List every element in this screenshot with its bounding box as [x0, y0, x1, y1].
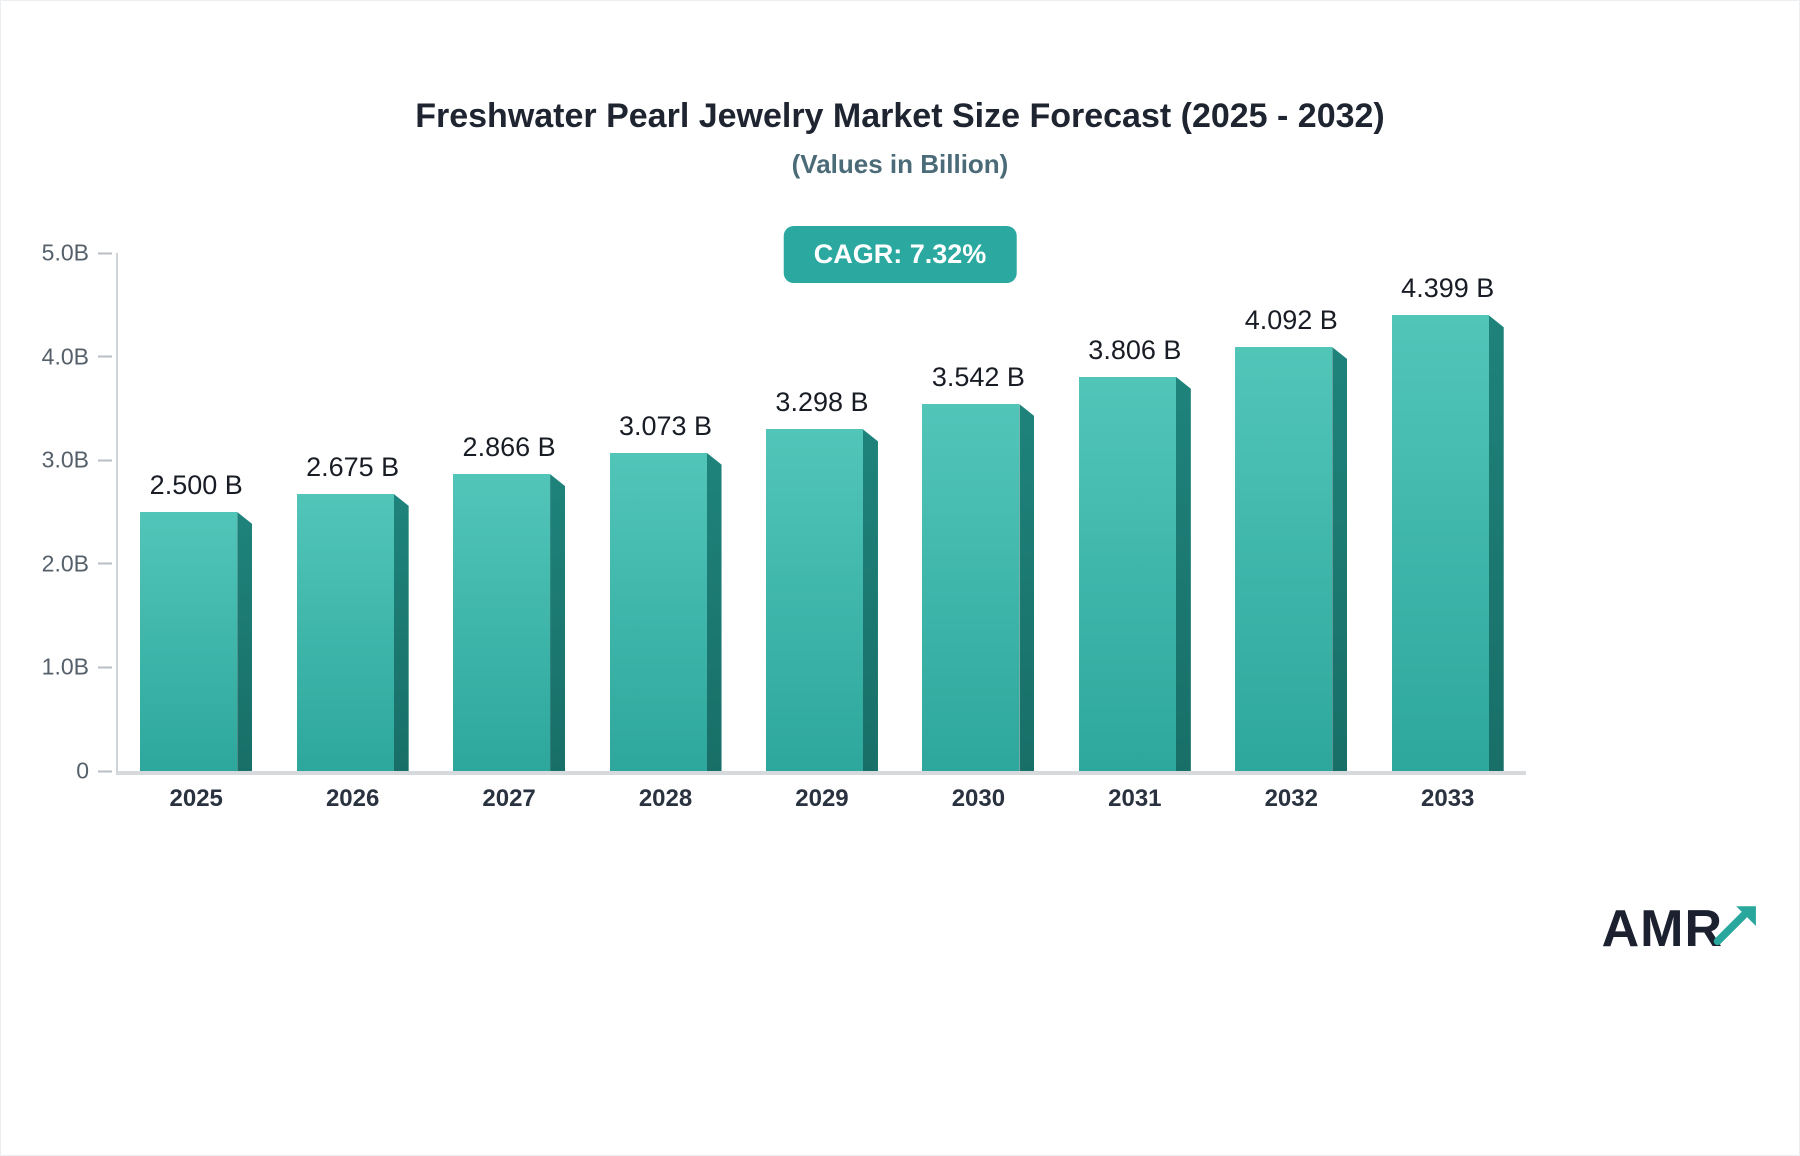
bar-side-face	[1488, 315, 1504, 771]
y-tick-label: 0	[76, 757, 89, 784]
x-axis-label: 2033	[1421, 785, 1475, 812]
y-tick-dash	[98, 252, 112, 254]
x-axis-labels: 2025 2026 2027 2028 2029 2030 2031 2032 2033	[118, 785, 1526, 813]
bar-slot: 2.866 B	[431, 253, 587, 771]
bar-front-face	[140, 512, 238, 771]
bar-chart: 5.0B 4.0B 3.0B 2.0B 1.0B 0 2.500 B 2.675 B 2.86…	[42, 240, 1526, 813]
x-axis-label: 2026	[325, 785, 380, 812]
bar-side-face	[393, 493, 409, 771]
y-tick: 5.0B	[42, 240, 112, 267]
bar-slot: 3.073 B	[587, 253, 743, 771]
y-tick: 3.0B	[42, 447, 112, 474]
bar-slot: 2.500 B	[118, 253, 274, 771]
bar-front-face	[296, 493, 394, 771]
bar-side-face	[1332, 347, 1348, 771]
bar-side-face	[706, 452, 722, 771]
bar-value-label: 3.806 B	[1088, 334, 1182, 365]
bar-side-face	[862, 429, 878, 771]
y-tick-label: 1.0B	[41, 653, 89, 680]
bar-2030: 3.542 B	[922, 362, 1035, 771]
bar-2033: 4.399 B	[1391, 273, 1504, 771]
bar-2029: 3.298 B	[765, 387, 878, 771]
y-tick: 0	[76, 758, 112, 785]
y-tick-label: 4.0B	[41, 343, 89, 370]
bar-value-label: 3.542 B	[931, 362, 1025, 393]
bar-value-label: 4.092 B	[1244, 305, 1338, 336]
bar-value-label: 3.073 B	[618, 410, 713, 441]
bar-value-label: 2.675 B	[306, 451, 400, 482]
cagr-badge: CAGR: 7.32%	[783, 226, 1017, 283]
y-tick-dash	[98, 459, 112, 462]
trend-up-arrow-icon	[1713, 906, 1756, 946]
amr-logo-text: AMR	[1601, 900, 1723, 958]
y-tick-label: 5.0B	[41, 239, 89, 266]
bar-front-face	[1235, 347, 1333, 771]
amr-logo: AMR	[1602, 899, 1757, 959]
bar-front-face	[922, 404, 1020, 771]
x-axis-label: 2025	[169, 785, 223, 812]
x-axis-label: 2032	[1264, 785, 1318, 812]
bar-2031: 3.806 B	[1078, 335, 1191, 771]
x-axis-label: 2029	[795, 785, 849, 812]
bar-2026: 2.675 B	[296, 452, 409, 771]
x-axis-label: 2028	[638, 785, 693, 812]
bar-2032: 4.092 B	[1235, 305, 1348, 771]
bar-slot: 4.092 B	[1213, 253, 1369, 771]
y-tick: 2.0B	[42, 550, 112, 577]
y-tick-dash	[98, 355, 112, 358]
bar-value-label: 2.866 B	[462, 432, 556, 463]
y-tick: 4.0B	[42, 343, 112, 370]
bar-front-face	[765, 429, 863, 771]
bar-slot: 3.298 B	[744, 253, 900, 771]
bar-2028: 3.073 B	[609, 411, 722, 771]
bar-side-face	[1175, 376, 1191, 771]
bar-front-face	[453, 474, 551, 771]
bar-front-face	[1391, 315, 1489, 771]
bar-slot: 3.806 B	[1057, 253, 1213, 771]
bar-2027: 2.866 B	[453, 432, 566, 771]
bar-slot: 3.542 B	[900, 253, 1056, 771]
x-axis-label: 2027	[482, 785, 536, 812]
y-tick-label: 2.0B	[41, 550, 89, 577]
bar-slot: 4.399 B	[1370, 253, 1526, 771]
bar-front-face	[1078, 376, 1176, 771]
bar-value-label: 4.399 B	[1401, 273, 1495, 304]
x-axis-label: 2030	[951, 785, 1006, 812]
bar-side-face	[550, 474, 566, 771]
y-tick-dash	[98, 770, 112, 772]
y-tick-label: 3.0B	[41, 446, 89, 473]
bar-value-label: 2.500 B	[149, 470, 243, 500]
y-axis: 5.0B 4.0B 3.0B 2.0B 1.0B 0	[42, 240, 116, 784]
chart-title: Freshwater Pearl Jewelry Market Size For…	[415, 97, 1385, 135]
bar-2025: 2.500 B	[140, 470, 253, 771]
bar-front-face	[609, 452, 707, 771]
chart-subtitle: (Values in Billion)	[791, 149, 1009, 179]
y-tick-dash	[98, 562, 112, 565]
bar-slot: 2.675 B	[274, 253, 430, 771]
plot-area: 2.500 B 2.675 B 2.866 B 3.073 B 3.298 B 3.542…	[116, 253, 1526, 775]
bar-value-label: 3.298 B	[775, 387, 869, 418]
y-tick: 1.0B	[42, 654, 112, 681]
bar-side-face	[237, 512, 253, 771]
x-axis-label: 2031	[1108, 785, 1162, 812]
bar-side-face	[1019, 404, 1035, 771]
y-tick-dash	[98, 666, 112, 669]
chart-axes-row: 5.0B 4.0B 3.0B 2.0B 1.0B 0 2.500 B 2.675 B 2.86…	[42, 240, 1526, 784]
